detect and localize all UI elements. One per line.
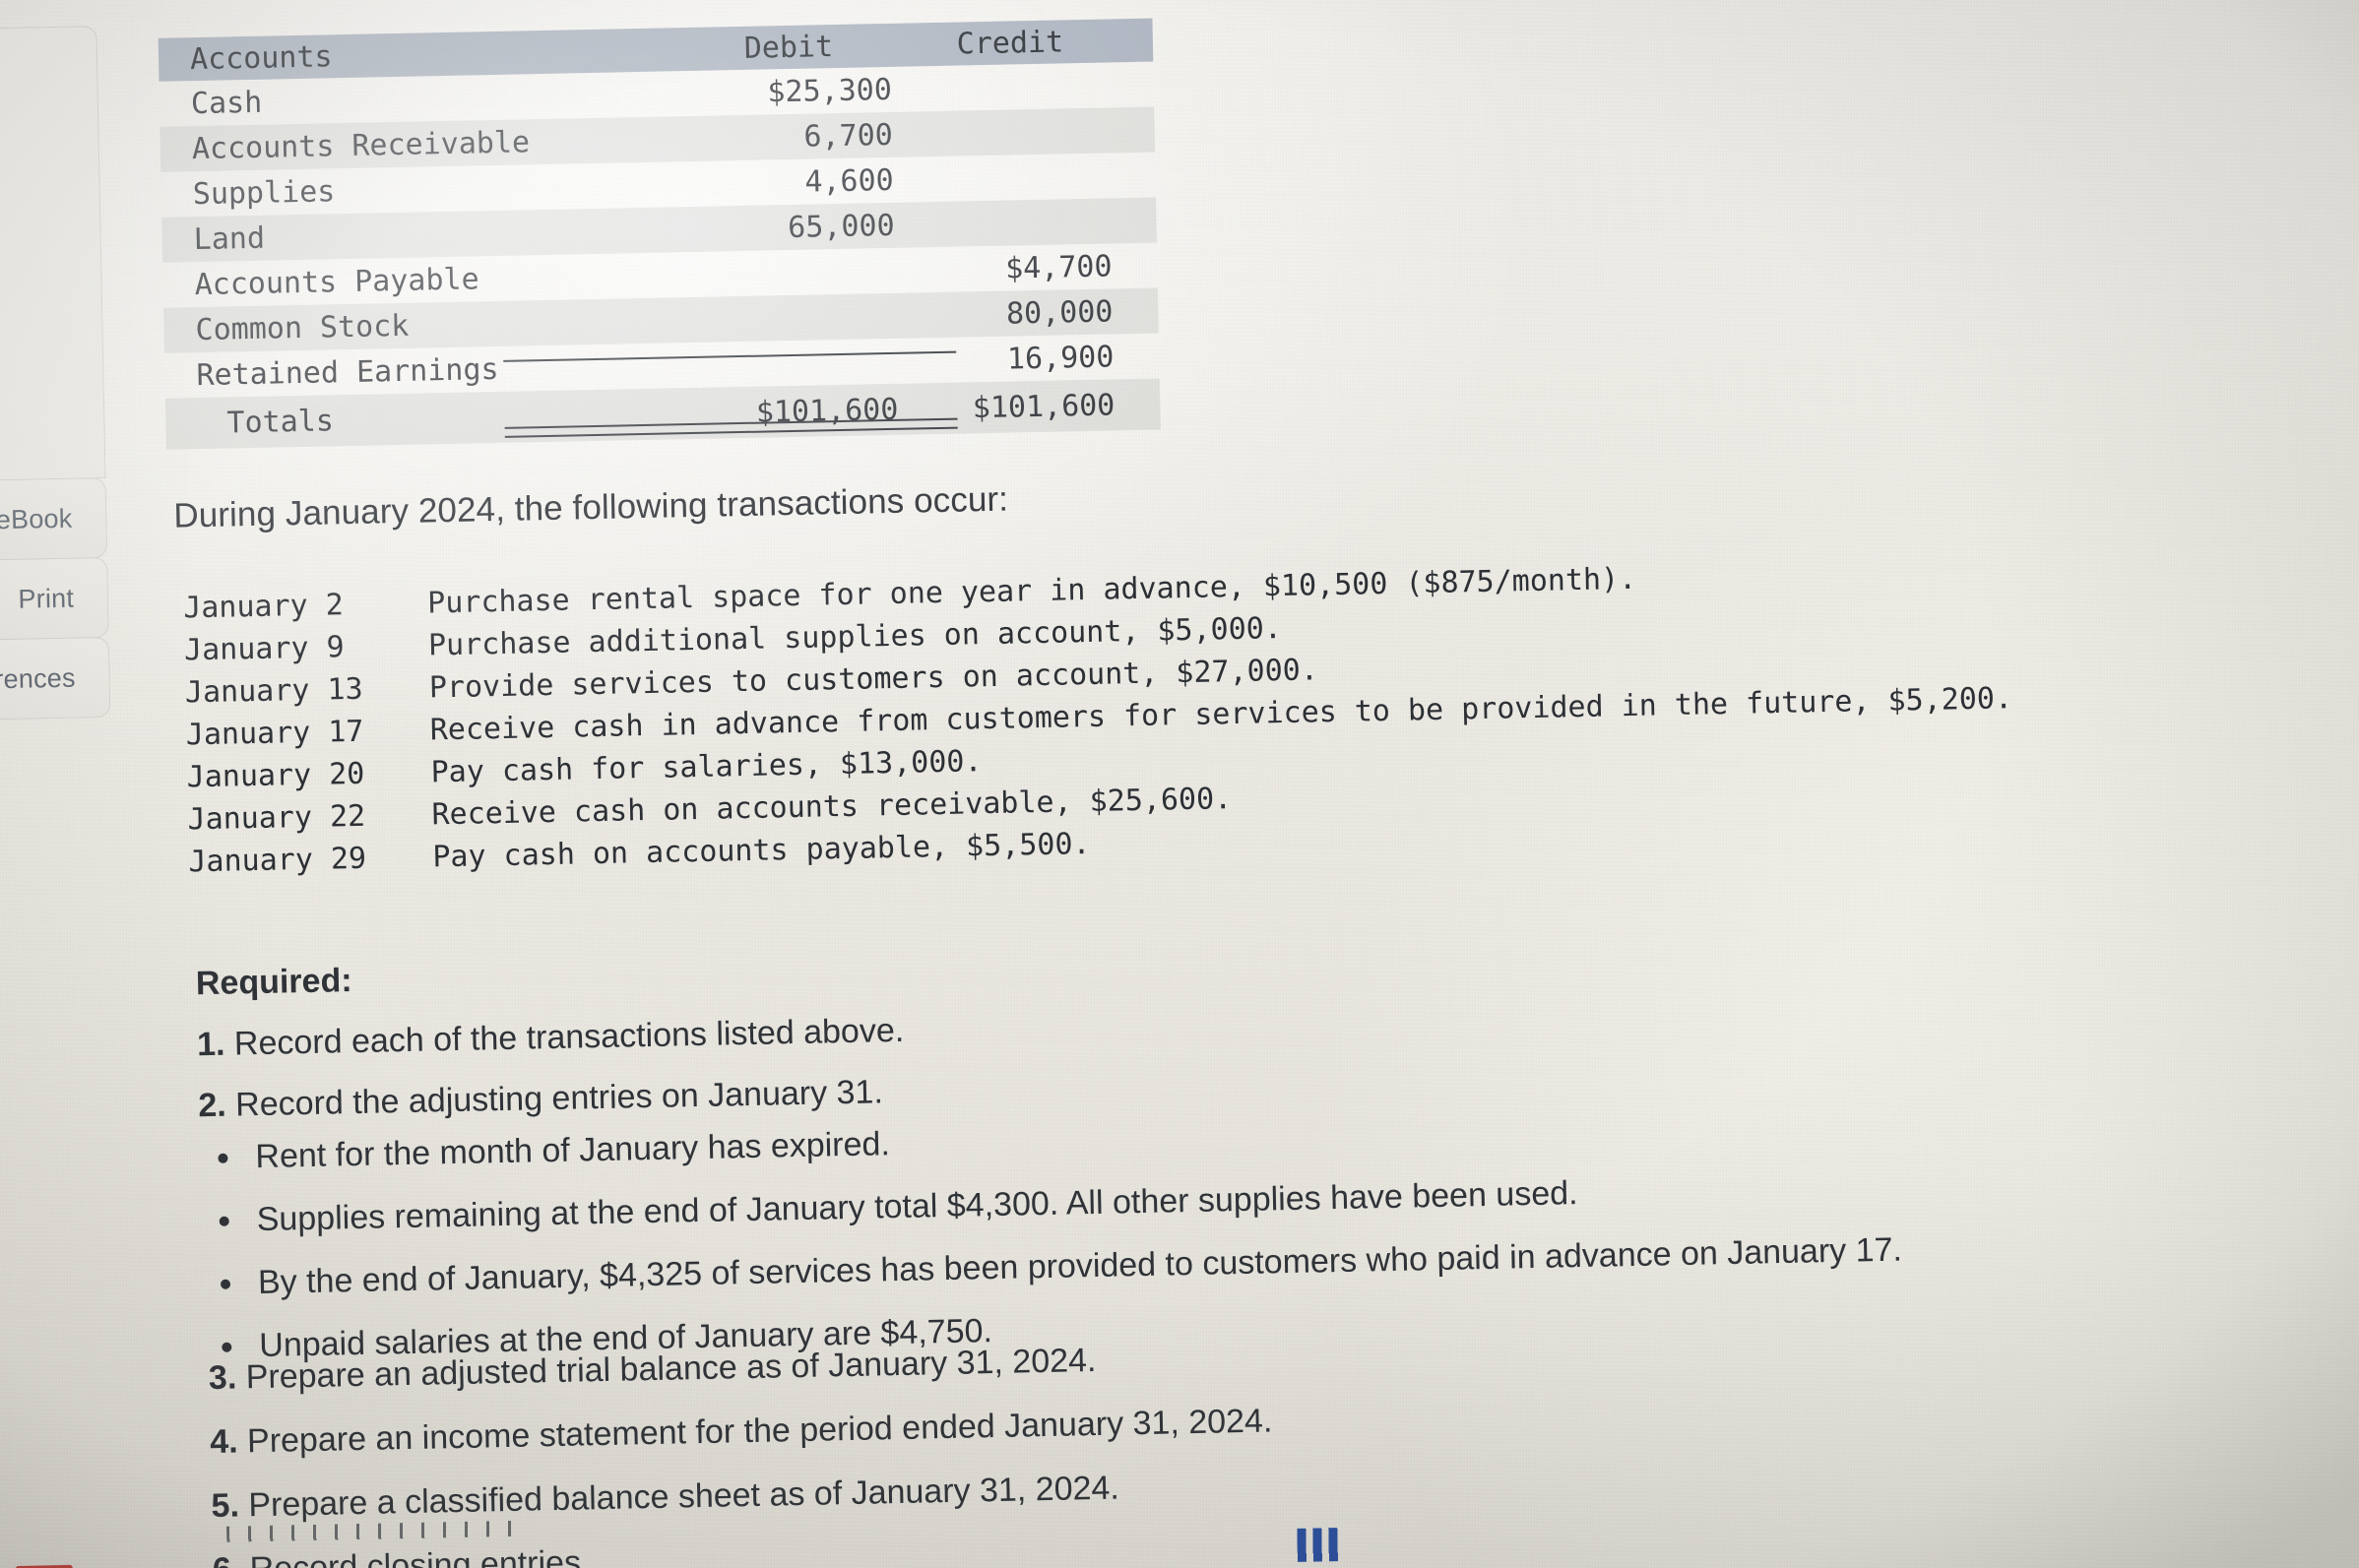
sidebar-item-print[interactable]: Print xyxy=(0,556,109,642)
transaction-date: January 2 xyxy=(182,588,345,626)
cell-credit: 80,000 xyxy=(1005,293,1114,332)
column-header-credit: Credit xyxy=(956,24,1064,62)
step-number: 4. xyxy=(209,1422,238,1462)
cell-debit: 6,700 xyxy=(803,117,894,155)
cell-account: Retained Earnings xyxy=(196,351,499,393)
cell-debit xyxy=(685,316,902,320)
step-number: 3. xyxy=(208,1358,237,1398)
transaction-list: January 2 Purchase rental space for one … xyxy=(183,550,2015,883)
required-item-text: Record each of the transactions listed a… xyxy=(233,1011,905,1063)
required-item-number: 2. xyxy=(198,1086,227,1125)
cell-account: Accounts Receivable xyxy=(191,124,531,166)
sidebar-item-label: Print xyxy=(18,583,75,614)
cell-account: Accounts Payable xyxy=(194,261,479,302)
transaction-date: January 17 xyxy=(185,714,364,753)
cell-credit: $4,700 xyxy=(1004,248,1113,286)
sidebar-panel xyxy=(0,26,106,482)
step-text: Prepare an income statement for the peri… xyxy=(246,1402,1273,1461)
cell-credit xyxy=(901,220,1127,225)
step-number: 6. xyxy=(212,1550,240,1568)
sidebar-item-ebook[interactable]: eBook xyxy=(0,476,108,562)
step-text: Prepare a classified balance sheet as of… xyxy=(247,1469,1120,1525)
sidebar-item-label: eBook xyxy=(0,503,73,534)
column-header-accounts: Accounts xyxy=(189,38,333,77)
cell-account: Common Stock xyxy=(195,308,410,347)
cell-credit: 16,900 xyxy=(1006,339,1115,377)
transaction-date: January 9 xyxy=(183,630,345,668)
required-section: Required: 1. Record each of the transact… xyxy=(195,939,906,1136)
transaction-date: January 13 xyxy=(184,671,363,711)
cell-account: Supplies xyxy=(192,173,336,212)
step-text: Prepare an adjusted trial balance as of … xyxy=(245,1341,1097,1397)
cell-credit xyxy=(899,130,1125,135)
lead-sentence: During January 2024, the following trans… xyxy=(172,479,1009,535)
cell-debit xyxy=(686,361,903,365)
transaction-date: January 22 xyxy=(187,798,366,838)
step-text: Record closing entries. xyxy=(249,1543,591,1568)
cell-account: Cash xyxy=(190,85,263,121)
sidebar-item-label: References xyxy=(0,662,76,695)
cell-debit: 4,600 xyxy=(804,162,895,200)
cell-account: Land xyxy=(193,220,266,257)
step-number: 5. xyxy=(211,1486,240,1526)
sidebar-item-references[interactable]: References xyxy=(0,636,111,721)
trial-balance-table: Accounts Debit Credit Cash $25,300 Accou… xyxy=(158,18,1161,450)
bottom-blue-indicator[interactable] xyxy=(1297,1527,1343,1562)
sidebar-tabs: eBook Print References xyxy=(0,26,111,721)
cell-credit xyxy=(898,85,1124,90)
cell-credit xyxy=(900,175,1126,180)
cell-debit xyxy=(685,271,902,275)
column-header-debit: Debit xyxy=(743,29,834,66)
transaction-date: January 20 xyxy=(186,756,365,795)
required-item-number: 1. xyxy=(196,1025,225,1064)
cell-debit: 65,000 xyxy=(787,208,895,245)
transaction-date: January 29 xyxy=(188,841,367,880)
cell-debit: $25,300 xyxy=(767,72,893,109)
